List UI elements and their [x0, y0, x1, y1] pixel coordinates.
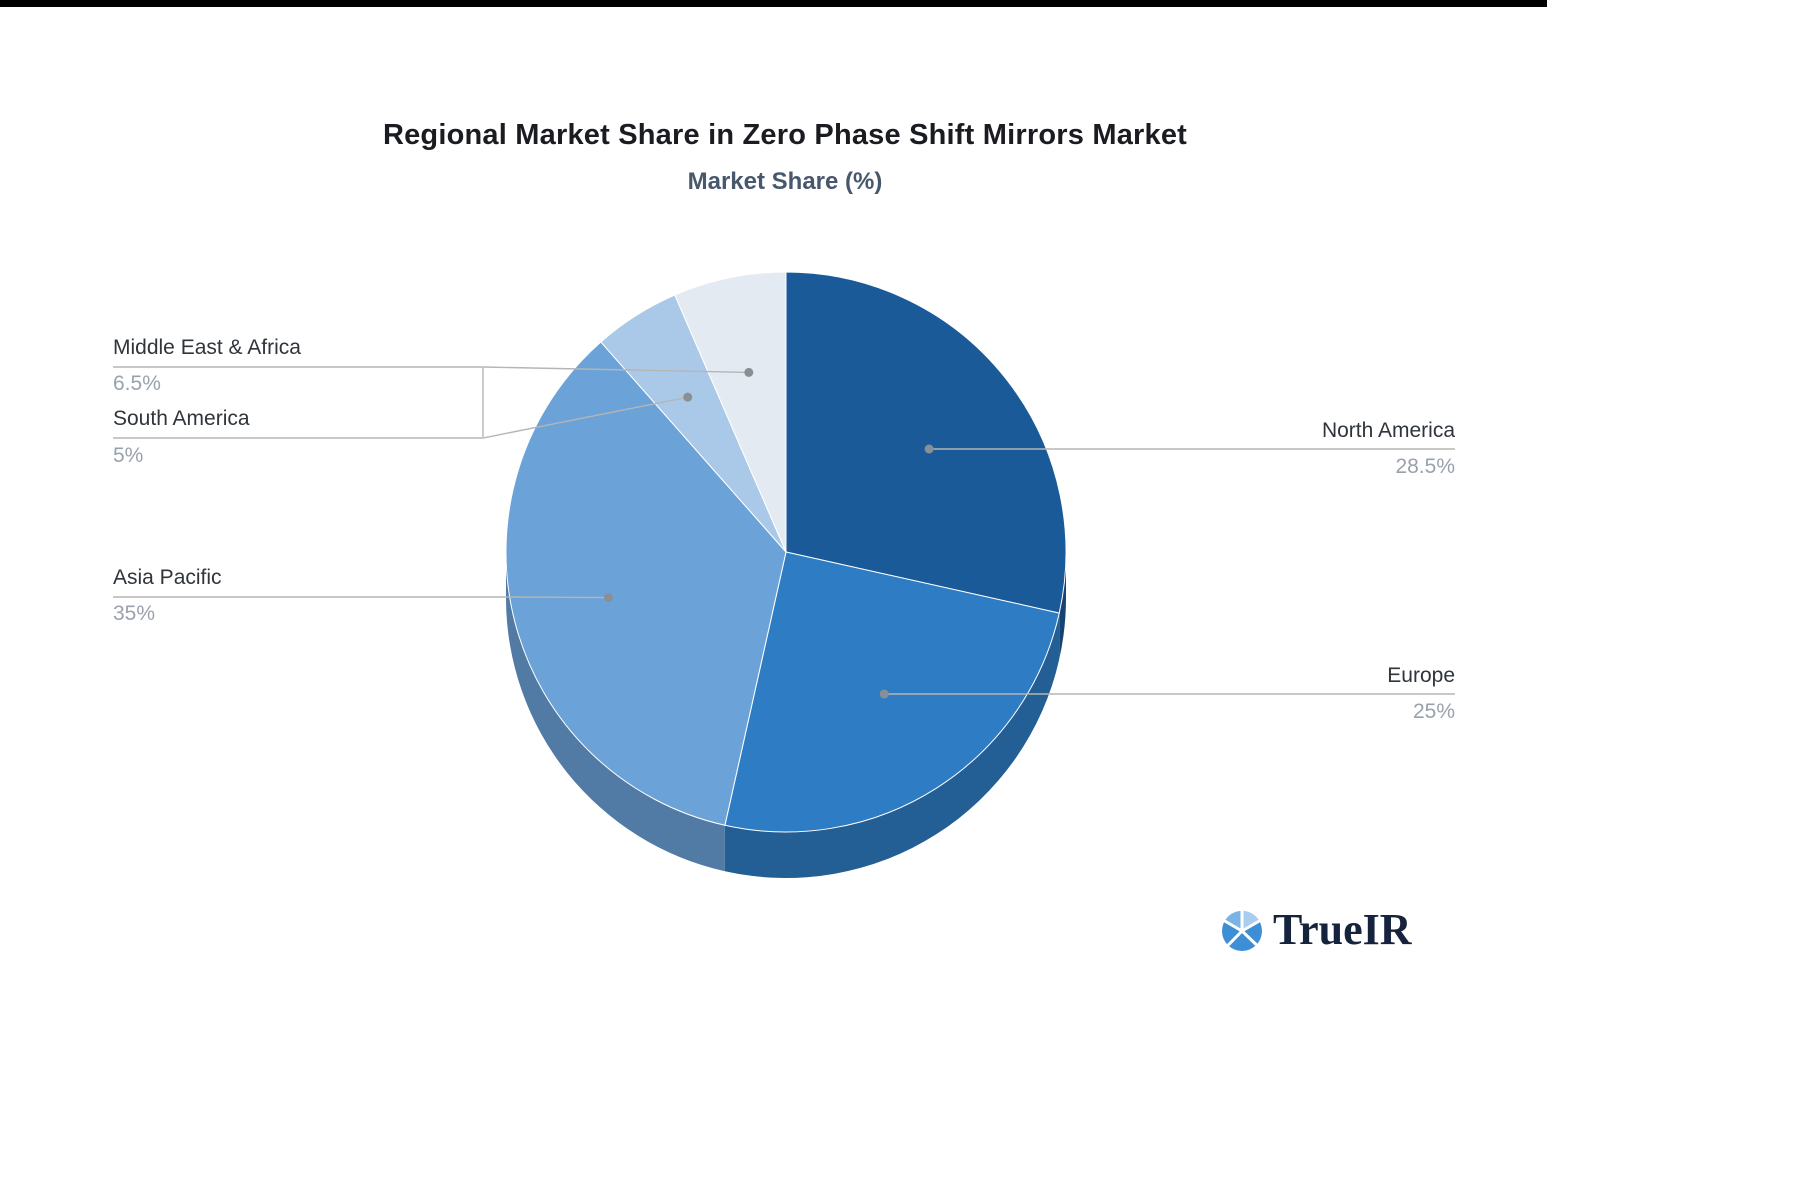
- pie-slice-wall: [505, 552, 725, 872]
- value-middle-east-africa: 6.5%: [113, 372, 161, 395]
- leader-dot: [924, 444, 934, 454]
- pie-slice-asia-pacific[interactable]: [505, 341, 787, 826]
- label-south-america: South America: [113, 407, 250, 430]
- brand-pie-icon: [1222, 909, 1262, 951]
- leader-dot: [879, 689, 889, 699]
- value-north-america: 28.5%: [1395, 455, 1455, 478]
- value-south-america: 5%: [113, 444, 144, 467]
- brand-name: TrueIR: [1273, 905, 1412, 954]
- leader-dot: [744, 367, 754, 377]
- chart-subtitle: Market Share (%): [687, 168, 883, 195]
- value-asia-pacific: 35%: [113, 602, 156, 625]
- leader-dot: [603, 593, 613, 603]
- leader-line: [113, 366, 749, 374]
- leader-dot: [683, 392, 693, 402]
- pie-slice-europe[interactable]: [724, 551, 1060, 833]
- label-europe: Europe: [1387, 664, 1455, 687]
- top-border: [0, 0, 1547, 7]
- brand-logo: TrueIR: [1218, 906, 1412, 954]
- label-middle-east-africa: Middle East & Africa: [113, 336, 301, 359]
- pie-slice-wall: [724, 613, 1060, 879]
- label-north-america: North America: [1321, 419, 1455, 442]
- label-asia-pacific: Asia Pacific: [113, 566, 222, 589]
- leader-line: [113, 396, 688, 439]
- pie-slice-middle-east-africa[interactable]: [674, 271, 787, 553]
- chart-title: Regional Market Share in Zero Phase Shif…: [382, 119, 1188, 151]
- leader-line: [113, 596, 609, 599]
- pie-slice-wall: [1059, 552, 1066, 660]
- value-europe: 25%: [1412, 700, 1455, 723]
- pie-slice-north-america[interactable]: [785, 271, 1067, 614]
